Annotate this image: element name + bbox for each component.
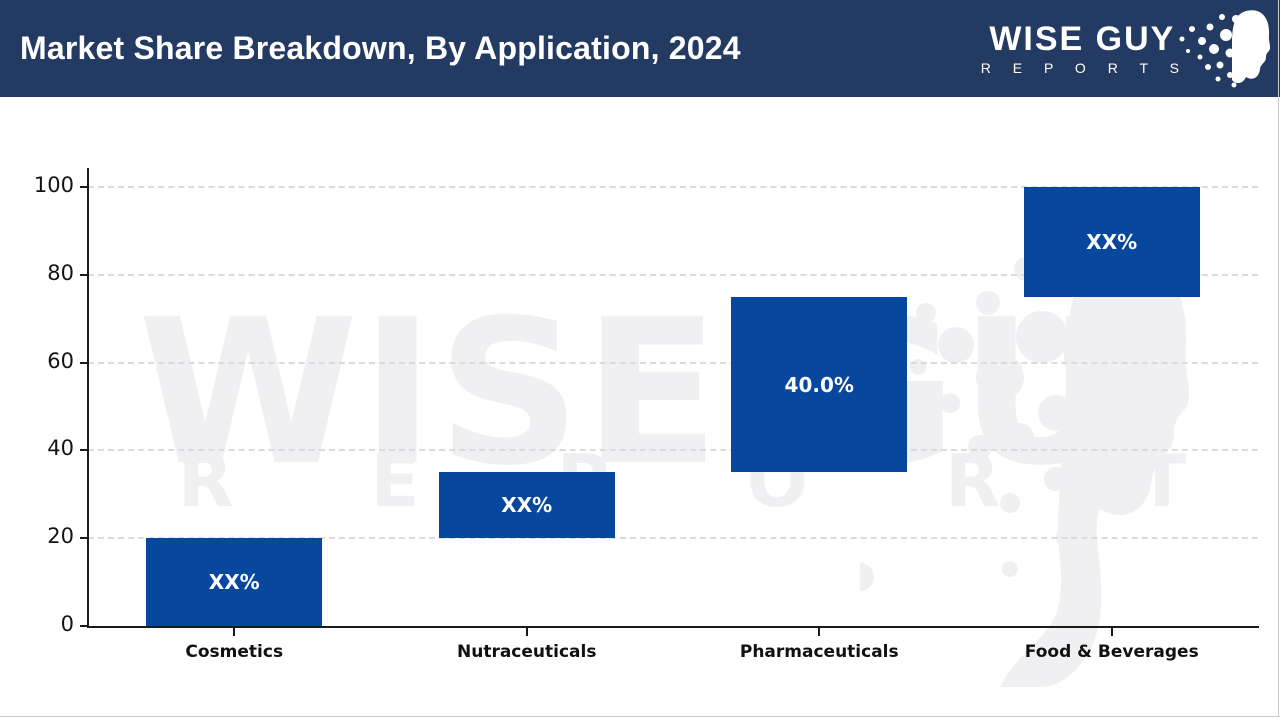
y-axis-tick [80,625,88,627]
page-border-bottom [0,716,1280,717]
chart-area: WISE GU R E P O R T S 020406080100XX%Cos… [0,97,1280,720]
logo-subtext: R E P O R T S [980,59,1188,76]
y-axis-tick [80,186,88,188]
logo-wordmark: WISE GUY [989,19,1176,58]
bar-pharmaceuticals: 40.0% [731,296,908,473]
bar-value-label: XX% [1086,229,1138,254]
category-label: Food & Beverages [1024,642,1199,662]
bar-value-label: XX% [208,570,260,595]
y-axis-tick [80,273,88,276]
bar-value-label: 40.0% [784,372,854,397]
category-label: Cosmetics [185,642,284,662]
x-axis-line [87,626,1259,628]
y-axis-tick [80,537,88,540]
y-tick-label: 40 [47,436,74,461]
wise-guy-logo: WISE GUY R E P O R T S [977,5,1270,93]
page-title: Market Share Breakdown, By Application, … [20,30,741,66]
gridline [88,361,1258,364]
bar-value-label: XX% [501,493,553,518]
y-tick-label: 20 [47,524,74,549]
header-bar: Market Share Breakdown, By Application, … [0,0,1280,97]
category-label: Nutraceuticals [457,642,597,662]
gridline [88,537,1258,540]
y-axis-tick [80,449,88,452]
gridline [88,449,1258,452]
logo-face-icon [1179,9,1270,87]
y-tick-label: 60 [47,348,74,373]
bar-cosmetics: XX% [146,538,323,626]
x-axis-tick [1110,628,1113,636]
y-axis-tick [80,361,88,364]
bar-food-beverages: XX% [1023,187,1200,297]
x-axis-tick [818,628,821,636]
x-axis-tick [233,628,236,636]
gridline [88,186,1258,188]
page-border-right [1278,0,1279,717]
gridline [88,273,1258,276]
x-axis-tick [525,628,528,636]
y-tick-label: 0 [60,612,74,636]
y-axis-line [87,168,89,628]
category-label: Pharmaceuticals [739,642,899,662]
y-tick-label: 100 [33,173,74,197]
bar-nutraceuticals: XX% [438,472,615,539]
y-tick-label: 80 [47,260,74,285]
watermark-text: WISE GU [138,277,1124,510]
